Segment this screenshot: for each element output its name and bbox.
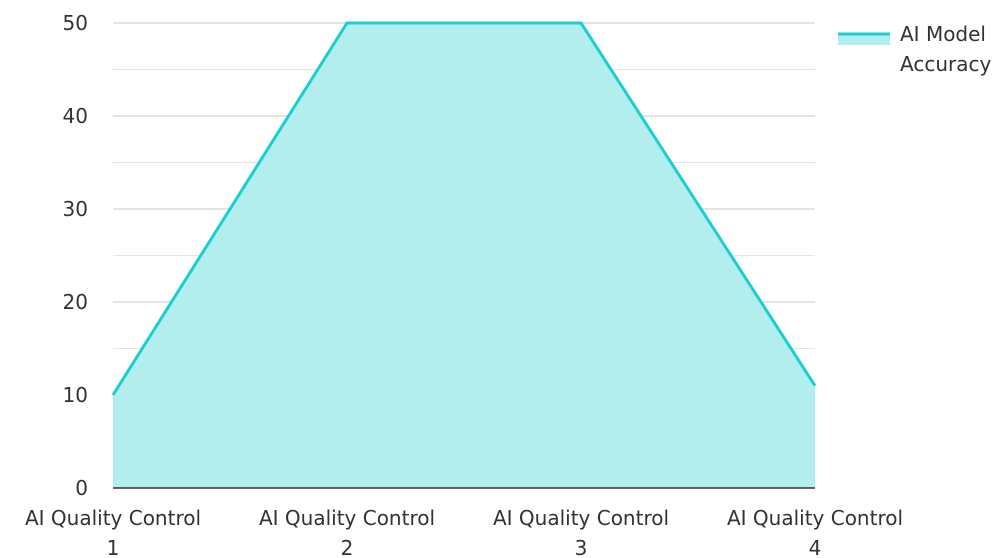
- series-line: [111, 21, 817, 396]
- legend-label: AI Model Accuracy: [900, 22, 991, 76]
- x-tick-label: AI Quality Control 2: [259, 506, 435, 558]
- y-tick-label: 50: [63, 11, 88, 35]
- x-tick-label: AI Quality Control 3: [493, 506, 669, 558]
- series-area: [111, 21, 817, 488]
- y-tick-label: 40: [63, 104, 88, 128]
- y-tick-label: 20: [63, 290, 88, 314]
- legend: AI Model Accuracy: [838, 22, 991, 76]
- y-tick-label: 0: [75, 476, 88, 500]
- x-axis-tick-labels: AI Quality Control 1 AI Quality Control 2 AI…: [25, 506, 903, 558]
- y-axis-tick-labels: 0 10 20 30 40 50: [63, 11, 88, 500]
- legend-swatch-fill: [838, 34, 890, 45]
- series-area-fill: [113, 23, 815, 488]
- y-tick-label: 10: [63, 383, 88, 407]
- x-tick-label: AI Quality Control 1: [25, 506, 201, 558]
- x-tick-label: AI Quality Control 4: [727, 506, 903, 558]
- y-tick-label: 30: [63, 197, 88, 221]
